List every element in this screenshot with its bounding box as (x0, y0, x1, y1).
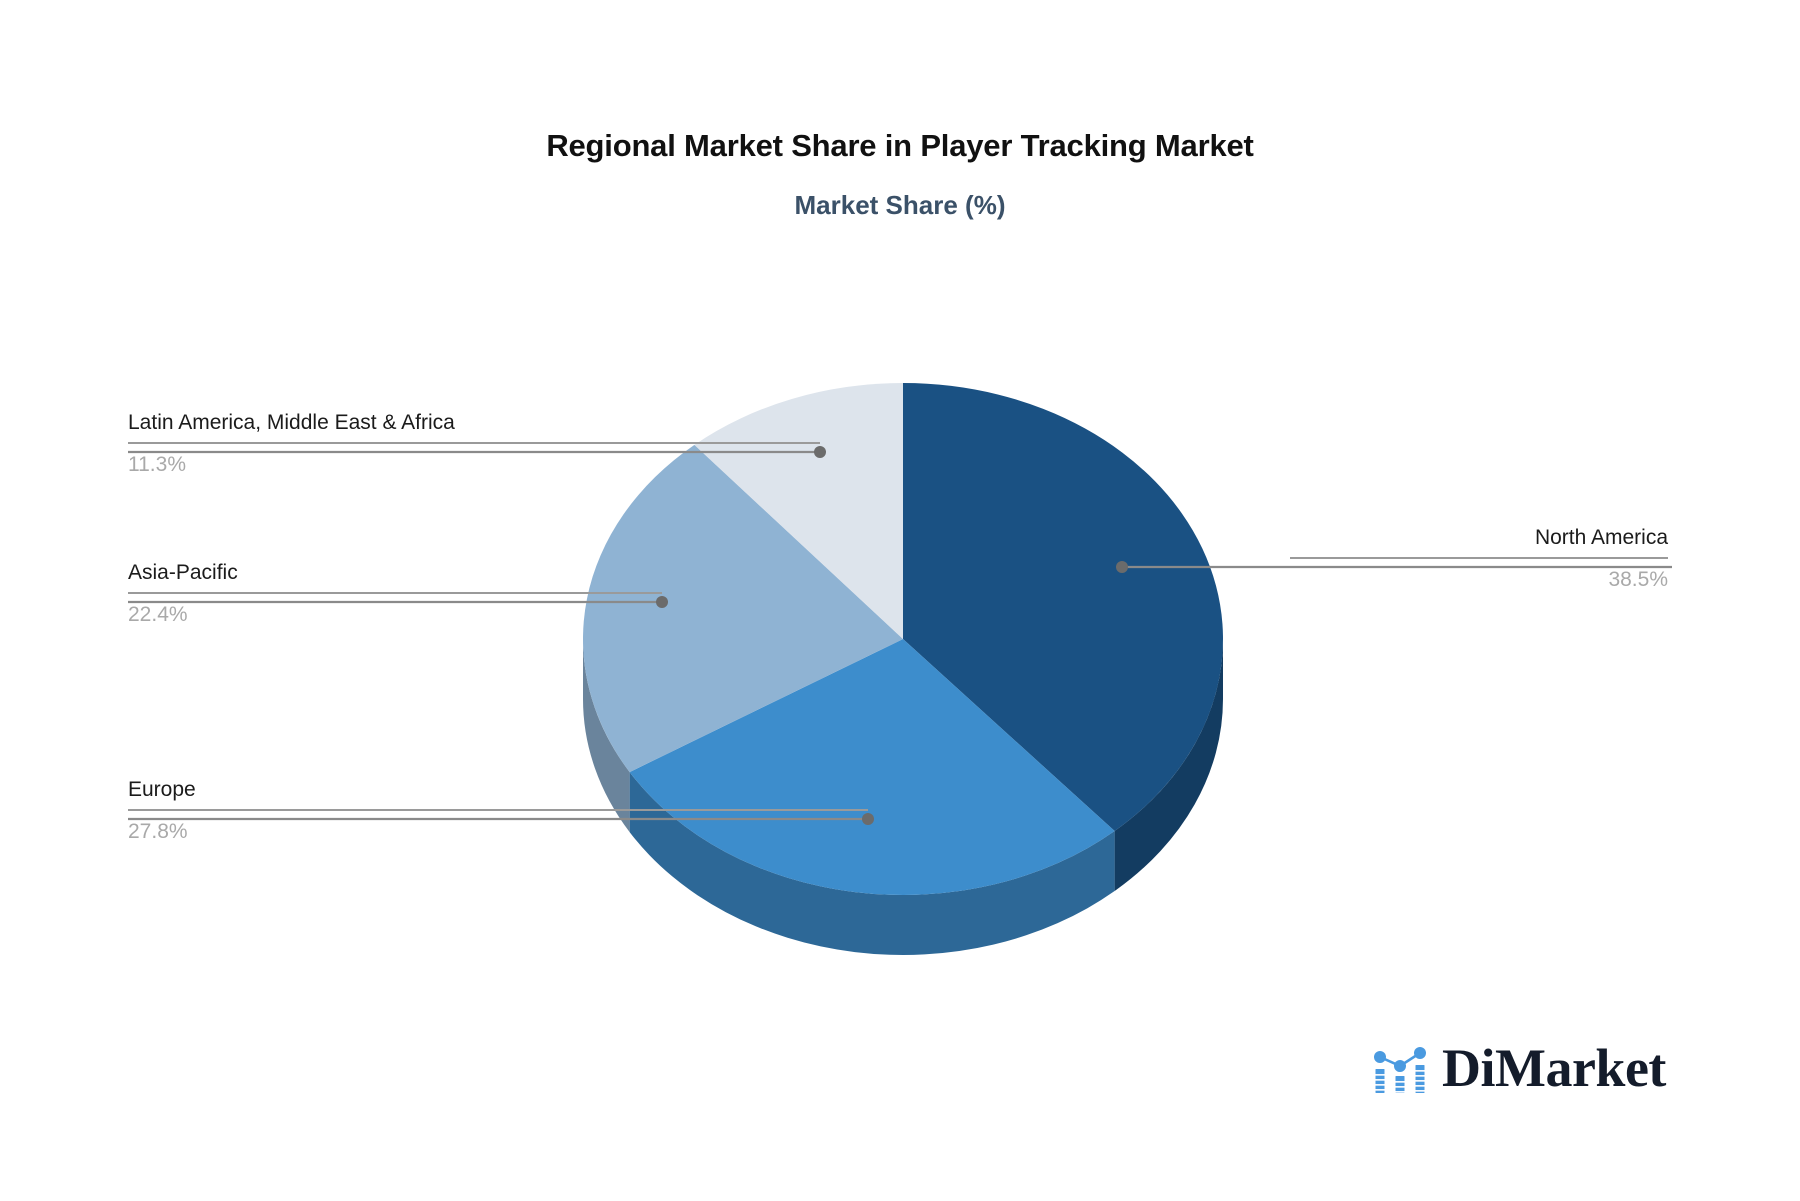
leader-lines (128, 450, 1672, 821)
callout-value-north-america: 38.5% (1608, 568, 1668, 591)
pie-top-faces (583, 383, 1223, 896)
callout-label-north-america: North America (1534, 526, 1668, 549)
callout-rule-lamea (128, 442, 820, 444)
chart-subtitle: Market Share (%) (794, 190, 1006, 220)
leader-dot-europe (862, 813, 874, 825)
slice-north-america[interactable] (903, 383, 1223, 832)
callout-value-lamea: 11.3% (128, 453, 186, 476)
callout-asia-pacific[interactable]: Asia-Pacific 22.4% (128, 562, 662, 625)
callout-rule-north-america (1290, 557, 1668, 559)
callout-rule-europe (128, 809, 868, 811)
slice-asia-pacific[interactable] (583, 444, 903, 773)
callout-label-asia-pacific: Asia-Pacific (128, 561, 238, 584)
leader-dot-north-america (1116, 561, 1128, 573)
slice-side-north-america (1114, 639, 1223, 892)
slice-latin-america-middle-east-africa[interactable] (694, 383, 903, 639)
pie-3d-base (583, 639, 1223, 955)
callout-europe[interactable]: Europe 27.8% (128, 779, 868, 842)
slice-side-europe (629, 772, 1115, 955)
callout-north-america[interactable]: North America 38.5% (1290, 527, 1668, 590)
callout-label-europe: Europe (128, 778, 196, 801)
brand-logo: DiMarket (1372, 1040, 1666, 1096)
slice-side-asia-pacific (583, 639, 630, 833)
callout-value-europe: 27.8% (128, 820, 188, 843)
slice-europe[interactable] (629, 639, 1115, 896)
callout-lamea[interactable]: Latin America, Middle East & Africa 11.3… (128, 412, 820, 475)
callout-rule-asia-pacific (128, 592, 662, 594)
callout-label-lamea: Latin America, Middle East & Africa (128, 411, 455, 434)
bar-chart-logo-icon (1374, 1047, 1426, 1093)
leader-dot-asia-pacific (656, 596, 668, 608)
callout-value-asia-pacific: 22.4% (128, 603, 188, 626)
leader-dot-lamea (814, 446, 826, 458)
leader-dots (656, 446, 1128, 825)
brand-name: DiMarket (1442, 1038, 1666, 1098)
page-title: Regional Market Share in Player Tracking… (546, 128, 1254, 163)
